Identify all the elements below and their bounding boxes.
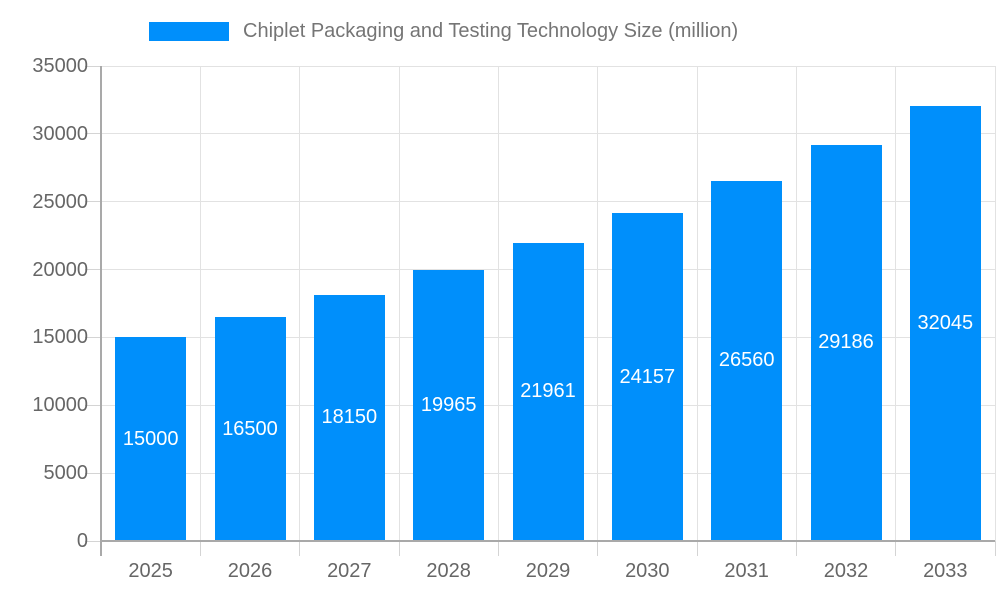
x-tick xyxy=(895,541,897,556)
bar-value-label: 18150 xyxy=(321,406,378,429)
y-tick-label: 0 xyxy=(76,530,88,552)
bar-value-label: 16500 xyxy=(222,417,278,440)
x-gridline xyxy=(398,66,400,541)
x-gridline xyxy=(597,66,599,541)
x-tick-label: 2025 xyxy=(128,560,173,582)
bar: 16500 xyxy=(214,317,286,541)
y-tick-label: 25000 xyxy=(32,190,88,213)
legend-label: Chiplet Packaging and Testing Technology… xyxy=(243,20,739,42)
bar: 18150 xyxy=(313,294,385,541)
x-tick-label: 2029 xyxy=(525,560,571,582)
x-gridline xyxy=(795,66,797,541)
x-tick-label: 2033 xyxy=(923,560,968,582)
bar: 15000 xyxy=(115,337,187,541)
y-axis-line xyxy=(100,66,102,556)
x-tick-label: 2028 xyxy=(426,560,471,582)
bar-value-label: 26560 xyxy=(718,349,775,372)
y-tick-label: 20000 xyxy=(32,258,88,281)
x-gridline xyxy=(299,66,301,541)
y-tick xyxy=(85,65,101,67)
y-tick-label: 15000 xyxy=(32,326,88,349)
x-tick-label: 2030 xyxy=(625,560,670,582)
y-tick xyxy=(85,540,101,542)
y-tick xyxy=(85,336,101,338)
y-tick-label: 30000 xyxy=(32,122,88,145)
x-tick xyxy=(597,541,599,556)
x-tick xyxy=(696,541,698,556)
bar-value-label: 32045 xyxy=(917,312,974,335)
x-tick-label: 2031 xyxy=(724,560,769,582)
y-tick xyxy=(85,133,101,135)
bar-value-label: 29186 xyxy=(818,331,874,354)
x-gridline xyxy=(199,66,201,541)
x-gridline xyxy=(994,66,996,541)
x-tick xyxy=(398,541,400,556)
x-tick xyxy=(497,541,499,556)
bar: 32045 xyxy=(909,106,981,541)
bar: 29186 xyxy=(810,144,882,541)
bar-value-label: 24157 xyxy=(619,365,676,388)
bar-value-label: 19965 xyxy=(420,394,477,416)
x-tick-label: 2026 xyxy=(227,560,273,582)
y-tick xyxy=(85,404,101,406)
y-tick-label: 10000 xyxy=(32,394,88,417)
y-tick xyxy=(85,201,101,203)
bar: 21961 xyxy=(512,242,584,541)
y-tick xyxy=(85,269,101,271)
x-tick xyxy=(795,541,797,556)
x-tick-label: 2032 xyxy=(823,560,869,582)
y-gridline xyxy=(101,133,995,135)
bar: 19965 xyxy=(413,270,485,541)
bar-value-label: 15000 xyxy=(122,427,179,450)
bar: 24157 xyxy=(611,213,683,541)
y-gridline xyxy=(101,65,995,67)
x-tick-label: 2027 xyxy=(327,560,372,582)
x-gridline xyxy=(895,66,897,541)
x-axis-line xyxy=(101,540,995,542)
chart-legend[interactable]: Chiplet Packaging and Testing Technology… xyxy=(149,20,739,42)
bar: 26560 xyxy=(711,180,783,541)
y-gridline xyxy=(101,201,995,203)
bar-value-label: 21961 xyxy=(520,380,576,403)
y-tick xyxy=(85,472,101,474)
x-tick xyxy=(299,541,301,556)
x-tick xyxy=(199,541,201,556)
y-tick-label: 5000 xyxy=(43,462,89,485)
x-gridline xyxy=(497,66,499,541)
legend-swatch xyxy=(149,22,229,41)
x-tick xyxy=(994,541,996,556)
y-tick-label: 35000 xyxy=(32,55,88,77)
x-gridline xyxy=(696,66,698,541)
